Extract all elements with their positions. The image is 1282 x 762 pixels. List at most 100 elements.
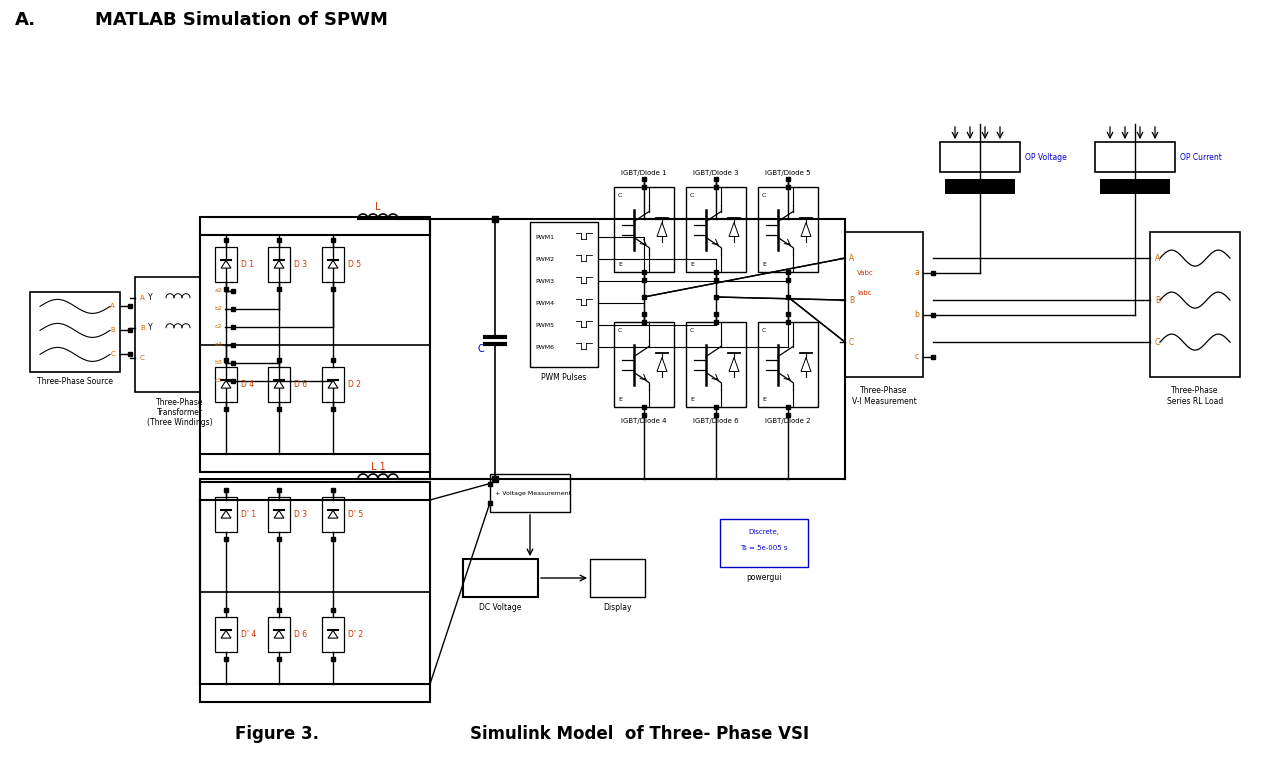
- Text: E: E: [690, 261, 694, 267]
- Text: D 3: D 3: [294, 260, 308, 269]
- Bar: [135, 277, 226, 392]
- Bar: [215, 367, 237, 402]
- Text: A: A: [849, 254, 854, 263]
- Polygon shape: [221, 630, 231, 638]
- Bar: [590, 559, 645, 597]
- Bar: [845, 232, 923, 377]
- Text: C: C: [1155, 338, 1160, 347]
- Text: DC Voltage: DC Voltage: [479, 603, 522, 611]
- Bar: [215, 247, 237, 282]
- Text: a3: a3: [214, 342, 222, 347]
- Bar: [463, 559, 538, 597]
- Text: E: E: [618, 261, 622, 267]
- Text: Simulink Model  of Three- Phase VSI: Simulink Model of Three- Phase VSI: [470, 725, 809, 743]
- Text: IGBT/Diode 1: IGBT/Diode 1: [622, 170, 667, 176]
- Text: V-I Measurement: V-I Measurement: [851, 396, 917, 405]
- Polygon shape: [328, 261, 338, 268]
- Text: L 1: L 1: [370, 462, 386, 472]
- Text: D 3: D 3: [294, 510, 308, 519]
- Bar: [686, 187, 746, 272]
- Text: b: b: [914, 310, 919, 319]
- Text: E: E: [690, 396, 694, 402]
- Text: PWM4: PWM4: [535, 300, 554, 306]
- Text: C: C: [140, 354, 145, 360]
- Bar: [720, 519, 808, 567]
- Bar: [29, 292, 121, 372]
- Polygon shape: [801, 223, 812, 236]
- Text: A.: A.: [15, 11, 36, 29]
- Text: D' 4: D' 4: [241, 630, 256, 639]
- Bar: [215, 617, 237, 652]
- Text: D 5: D 5: [347, 260, 362, 269]
- Polygon shape: [221, 380, 231, 388]
- Polygon shape: [656, 357, 667, 372]
- Text: PWM Pulses: PWM Pulses: [541, 373, 587, 382]
- Bar: [200, 217, 429, 472]
- Polygon shape: [328, 630, 338, 638]
- Text: Display: Display: [604, 603, 632, 611]
- Text: Ts = 5e-005 s: Ts = 5e-005 s: [740, 545, 787, 551]
- Text: C: C: [762, 193, 767, 197]
- Text: E: E: [762, 261, 765, 267]
- Polygon shape: [801, 357, 812, 372]
- Text: a: a: [914, 268, 919, 277]
- Text: A: A: [140, 295, 145, 301]
- Text: C: C: [849, 338, 854, 347]
- Bar: [529, 222, 597, 367]
- Bar: [758, 187, 818, 272]
- Bar: [1100, 179, 1170, 194]
- Text: Y: Y: [147, 323, 153, 332]
- Text: D 1: D 1: [241, 260, 254, 269]
- Text: B: B: [1155, 296, 1160, 305]
- Text: IGBT/Diode 6: IGBT/Diode 6: [694, 418, 738, 424]
- Bar: [322, 367, 344, 402]
- Text: A: A: [1155, 254, 1160, 263]
- Text: (Three Windings): (Three Windings): [147, 418, 213, 427]
- Bar: [1095, 142, 1176, 172]
- Text: Discrete,: Discrete,: [749, 530, 779, 536]
- Text: PWM1: PWM1: [535, 235, 554, 239]
- Polygon shape: [274, 380, 283, 388]
- Text: + Voltage Measurement: + Voltage Measurement: [495, 491, 570, 495]
- Text: PWM6: PWM6: [535, 344, 554, 350]
- Text: b3: b3: [214, 360, 222, 365]
- Text: E: E: [762, 396, 765, 402]
- Text: IGBT/Diode 4: IGBT/Diode 4: [622, 418, 667, 424]
- Text: IGBT/Diode 3: IGBT/Diode 3: [694, 170, 738, 176]
- Text: c2: c2: [214, 325, 222, 329]
- Bar: [940, 142, 1020, 172]
- Bar: [758, 322, 818, 407]
- Polygon shape: [729, 357, 738, 372]
- Bar: [1150, 232, 1240, 377]
- Text: C: C: [110, 351, 115, 357]
- Text: D' 1: D' 1: [241, 510, 256, 519]
- Text: Y: Y: [147, 293, 153, 303]
- Text: C: C: [618, 193, 622, 197]
- Text: Figure 3.: Figure 3.: [235, 725, 319, 743]
- Text: D' 5: D' 5: [347, 510, 363, 519]
- Polygon shape: [328, 511, 338, 518]
- Text: D 6: D 6: [294, 630, 308, 639]
- Bar: [945, 179, 1015, 194]
- Text: A: A: [110, 303, 115, 309]
- Bar: [614, 322, 674, 407]
- Polygon shape: [328, 380, 338, 388]
- Text: D 4: D 4: [241, 380, 254, 389]
- Text: powergui: powergui: [746, 572, 782, 581]
- Bar: [268, 367, 290, 402]
- Bar: [200, 482, 429, 702]
- Bar: [322, 497, 344, 532]
- Bar: [614, 187, 674, 272]
- Text: PWM2: PWM2: [535, 257, 554, 261]
- Text: C: C: [762, 328, 767, 332]
- Bar: [268, 497, 290, 532]
- Polygon shape: [274, 511, 283, 518]
- Text: Three-Phase: Three-Phase: [156, 398, 204, 406]
- Text: Transformer: Transformer: [156, 408, 203, 417]
- Polygon shape: [221, 511, 231, 518]
- Text: c: c: [915, 352, 919, 361]
- Text: C: C: [690, 193, 694, 197]
- Text: E: E: [618, 396, 622, 402]
- Text: Three-Phase: Three-Phase: [1172, 386, 1219, 395]
- Polygon shape: [274, 261, 283, 268]
